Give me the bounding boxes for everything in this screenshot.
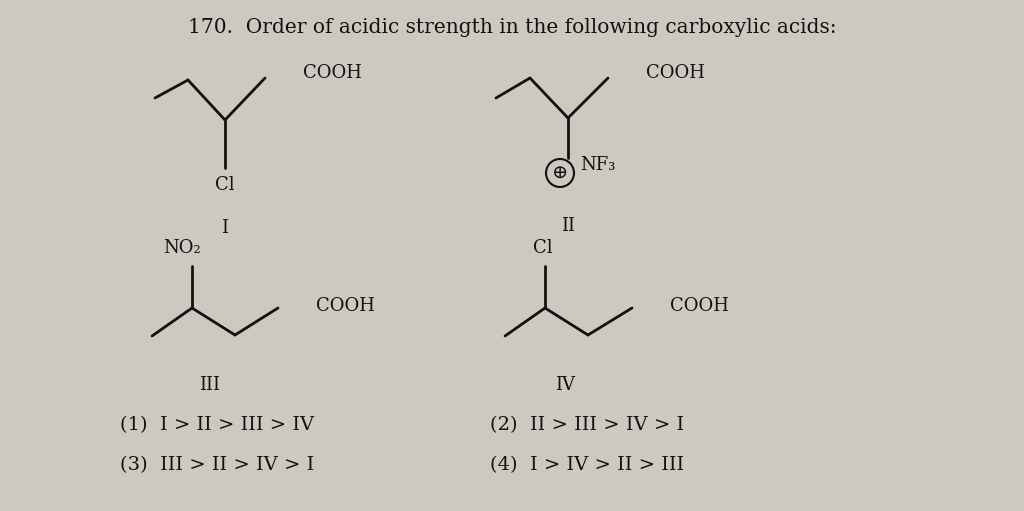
Text: I: I bbox=[221, 219, 228, 237]
Text: (4)  I > IV > II > III: (4) I > IV > II > III bbox=[490, 456, 684, 474]
Text: Cl: Cl bbox=[215, 176, 234, 194]
Text: NF₃: NF₃ bbox=[580, 156, 615, 174]
Text: COOH: COOH bbox=[670, 297, 729, 315]
Text: NO₂: NO₂ bbox=[163, 239, 201, 257]
Text: ⊕: ⊕ bbox=[552, 164, 568, 182]
Text: IV: IV bbox=[555, 376, 575, 394]
Text: (3)  III > II > IV > I: (3) III > II > IV > I bbox=[120, 456, 314, 474]
Text: 170.  Order of acidic strength in the following carboxylic acids:: 170. Order of acidic strength in the fol… bbox=[187, 18, 837, 37]
Text: II: II bbox=[561, 217, 575, 235]
Text: III: III bbox=[200, 376, 220, 394]
Text: (1)  I > II > III > IV: (1) I > II > III > IV bbox=[120, 416, 314, 434]
Text: COOH: COOH bbox=[646, 64, 705, 82]
Text: COOH: COOH bbox=[303, 64, 361, 82]
Text: (2)  II > III > IV > I: (2) II > III > IV > I bbox=[490, 416, 684, 434]
Text: Cl: Cl bbox=[534, 239, 553, 257]
Text: COOH: COOH bbox=[316, 297, 375, 315]
